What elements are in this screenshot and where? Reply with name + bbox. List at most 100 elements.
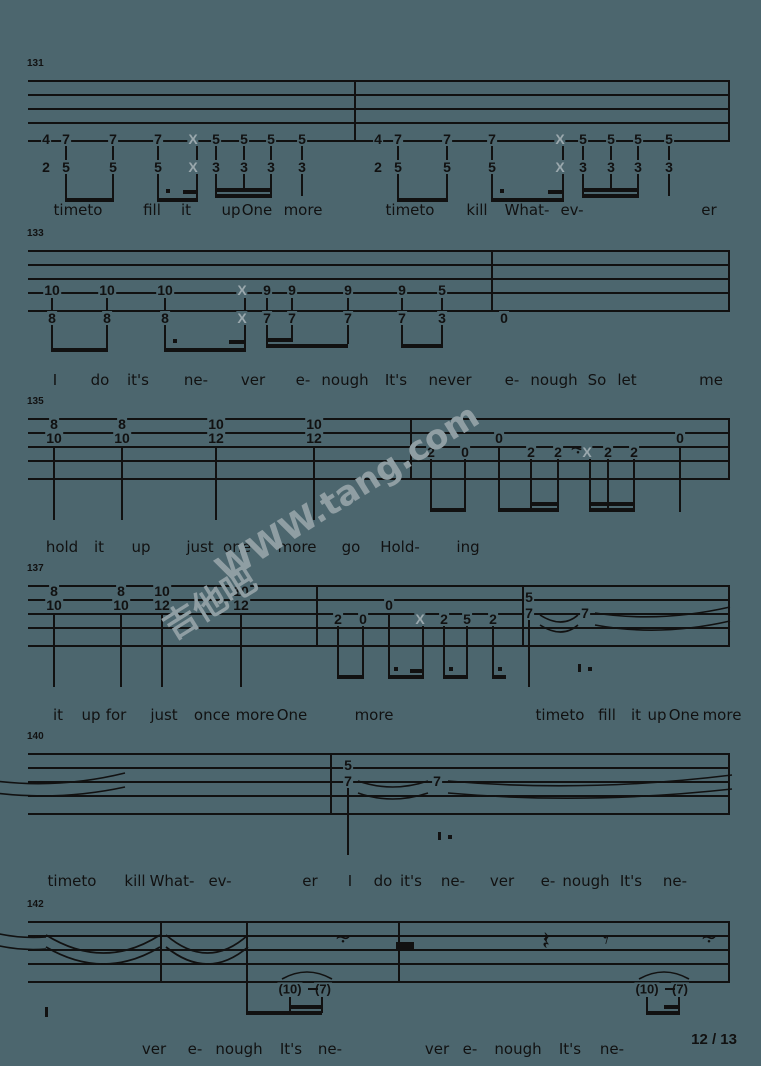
lyrics-135: hold it up just one more go Hold- ing [0, 538, 761, 560]
tab-note: 5 [664, 131, 674, 147]
tab-note: 8 [47, 310, 57, 326]
lyric-word: So [587, 371, 607, 389]
tab-note: 7 [287, 310, 297, 326]
tab-note: 10 [207, 416, 225, 432]
lyric-word: it [180, 201, 192, 219]
tab-note: 5 [487, 159, 497, 175]
tab-note: 2 [553, 444, 563, 460]
lyric-word: do [373, 872, 393, 890]
tab-note-ghost: (7) [671, 981, 689, 997]
lyric-word: hold [45, 538, 79, 556]
tab-note-mute: X [236, 310, 248, 326]
lyric-word: kill [466, 201, 488, 219]
lyric-word: ev- [208, 872, 232, 890]
tab-note: 9 [397, 282, 407, 298]
measure-number-142: 142 [27, 899, 44, 910]
tab-note-ghost: (7) [314, 981, 332, 997]
tab-note: 5 [61, 159, 71, 175]
lyric-word: It's [619, 872, 643, 890]
tab-note: 12 [232, 597, 250, 613]
lyrics-131: timeto fill it up One more timeto kill W… [0, 201, 761, 223]
lyric-word: kill [124, 872, 146, 890]
measure-number-133: 133 [27, 228, 44, 239]
lyric-word: e- [295, 371, 311, 389]
lyric-word: I [347, 872, 353, 890]
tab-note: 10 [98, 282, 116, 298]
rest-whole-bar [396, 942, 414, 949]
lyric-word: one [223, 538, 251, 556]
rest-eighth: 𝄾 [603, 928, 609, 954]
lyric-word: er [302, 872, 318, 890]
tab-note: 7 [343, 310, 353, 326]
tab-note: 5 [606, 131, 616, 147]
tab-note-ghost: (10) [277, 981, 303, 997]
lyric-word: ver [489, 872, 515, 890]
tab-note: 10 [113, 430, 131, 446]
tab-note: 7 [343, 773, 353, 789]
lyric-word: nough [562, 872, 610, 890]
rest-sixteenth: ⸟ [334, 925, 352, 949]
tab-note: 7 [262, 310, 272, 326]
staff-137 [28, 585, 730, 647]
tab-note: 5 [633, 131, 643, 147]
lyrics-142: ver e- nough It's ne- ver e- nough It's … [0, 1040, 761, 1062]
tab-note: 10 [45, 430, 63, 446]
lyric-word: nough [530, 371, 578, 389]
lyric-word: ver [424, 1040, 450, 1058]
tab-note: 8 [49, 416, 59, 432]
tab-note: 5 [108, 159, 118, 175]
lyric-word: ver [240, 371, 266, 389]
lyric-word: once [193, 706, 231, 724]
lyric-word: it's [127, 371, 149, 389]
tab-note: 5 [462, 611, 472, 627]
tab-note: 5 [343, 757, 353, 773]
lyrics-133: I do it's ne- ver e- nough It's never e-… [0, 371, 761, 393]
tab-note: 2 [603, 444, 613, 460]
lyric-word: more [235, 706, 275, 724]
lyric-word: ne- [317, 1040, 343, 1058]
tab-note: 12 [153, 597, 171, 613]
tab-note: 10 [43, 282, 61, 298]
lyric-word: ne- [662, 872, 688, 890]
tab-note: 5 [524, 589, 534, 605]
lyrics-140: timeto kill What- ev- er I do it's ne- v… [0, 872, 761, 894]
lyric-word: e- [462, 1040, 478, 1058]
tab-note: 2 [41, 159, 51, 175]
tab-note: 7 [487, 131, 497, 147]
tab-note: 2 [629, 444, 639, 460]
lyric-word: more [283, 201, 323, 219]
tab-note: 2 [439, 611, 449, 627]
lyric-word: e- [540, 872, 556, 890]
lyric-word: just [150, 706, 178, 724]
rest-sixteenth: ⸟ [700, 925, 718, 949]
tab-note: 10 [156, 282, 174, 298]
lyric-word: more [277, 538, 317, 556]
tab-note: 5 [442, 159, 452, 175]
lyric-word: e- [187, 1040, 203, 1058]
tab-note-mute: X [581, 444, 593, 460]
lyric-word: more [354, 706, 394, 724]
lyric-word: timeto [385, 201, 435, 219]
lyric-word: do [90, 371, 110, 389]
lyric-word: up [131, 538, 151, 556]
tab-note: 7 [393, 131, 403, 147]
tab-note-mute: X [414, 611, 426, 627]
tab-note: 9 [343, 282, 353, 298]
tab-note: 3 [606, 159, 616, 175]
measure-number-135: 135 [27, 396, 44, 407]
tab-note: 0 [499, 310, 509, 326]
tab-note: 7 [524, 605, 534, 621]
lyric-word: it [630, 706, 642, 724]
tab-note-mute: X [187, 159, 199, 175]
tab-note: 7 [442, 131, 452, 147]
tab-note: 10 [305, 416, 323, 432]
staff-135 [28, 418, 730, 480]
tab-note: 0 [675, 430, 685, 446]
lyrics-137: it up for just once more One more timeto… [0, 706, 761, 728]
lyric-word: nough [215, 1040, 263, 1058]
lyric-word: It's [279, 1040, 303, 1058]
lyric-word: ne- [183, 371, 209, 389]
page-number: 12 / 13 [691, 1031, 737, 1048]
lyric-word: up [221, 201, 241, 219]
lyric-word: just [186, 538, 214, 556]
